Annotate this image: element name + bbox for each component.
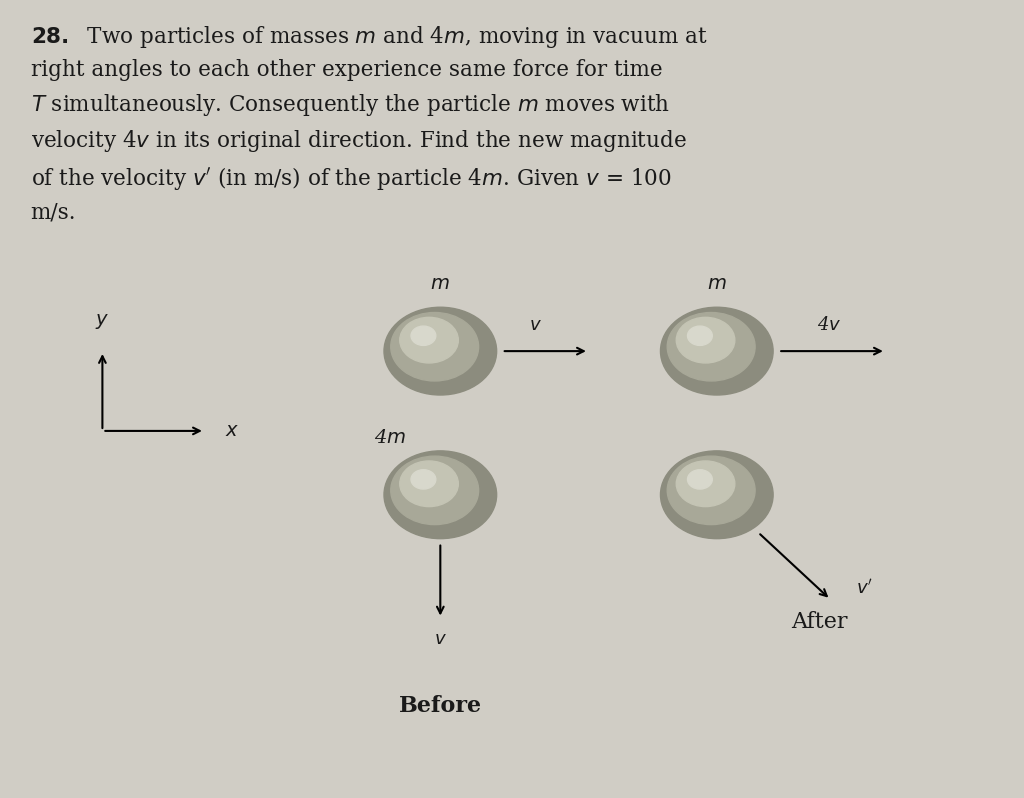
Circle shape (411, 326, 436, 346)
Circle shape (411, 470, 436, 489)
Circle shape (668, 456, 755, 524)
Text: $y$: $y$ (95, 312, 110, 331)
Text: $m$: $m$ (707, 275, 727, 293)
Text: $m$: $m$ (430, 275, 451, 293)
Circle shape (391, 313, 478, 381)
Circle shape (676, 318, 735, 363)
Circle shape (687, 326, 713, 346)
Text: 4$m$: 4$m$ (374, 429, 406, 447)
Text: 4$v$: 4$v$ (817, 315, 842, 334)
Circle shape (391, 456, 478, 524)
Circle shape (687, 470, 713, 489)
Circle shape (384, 451, 497, 539)
Circle shape (399, 318, 459, 363)
Circle shape (676, 461, 735, 507)
Circle shape (668, 313, 755, 381)
Text: $\bf{28.}$  Two particles of masses $m$ and 4$m$, moving in vacuum at
right angl: $\bf{28.}$ Two particles of masses $m$ a… (31, 24, 708, 223)
Text: $v$: $v$ (434, 630, 446, 649)
Text: After: After (791, 611, 848, 634)
Text: $v'$: $v'$ (856, 578, 872, 597)
Text: Before: Before (398, 695, 482, 717)
Circle shape (660, 307, 773, 395)
Text: $v$: $v$ (529, 315, 542, 334)
Circle shape (399, 461, 459, 507)
Circle shape (384, 307, 497, 395)
Circle shape (660, 451, 773, 539)
Text: $x$: $x$ (225, 422, 240, 440)
